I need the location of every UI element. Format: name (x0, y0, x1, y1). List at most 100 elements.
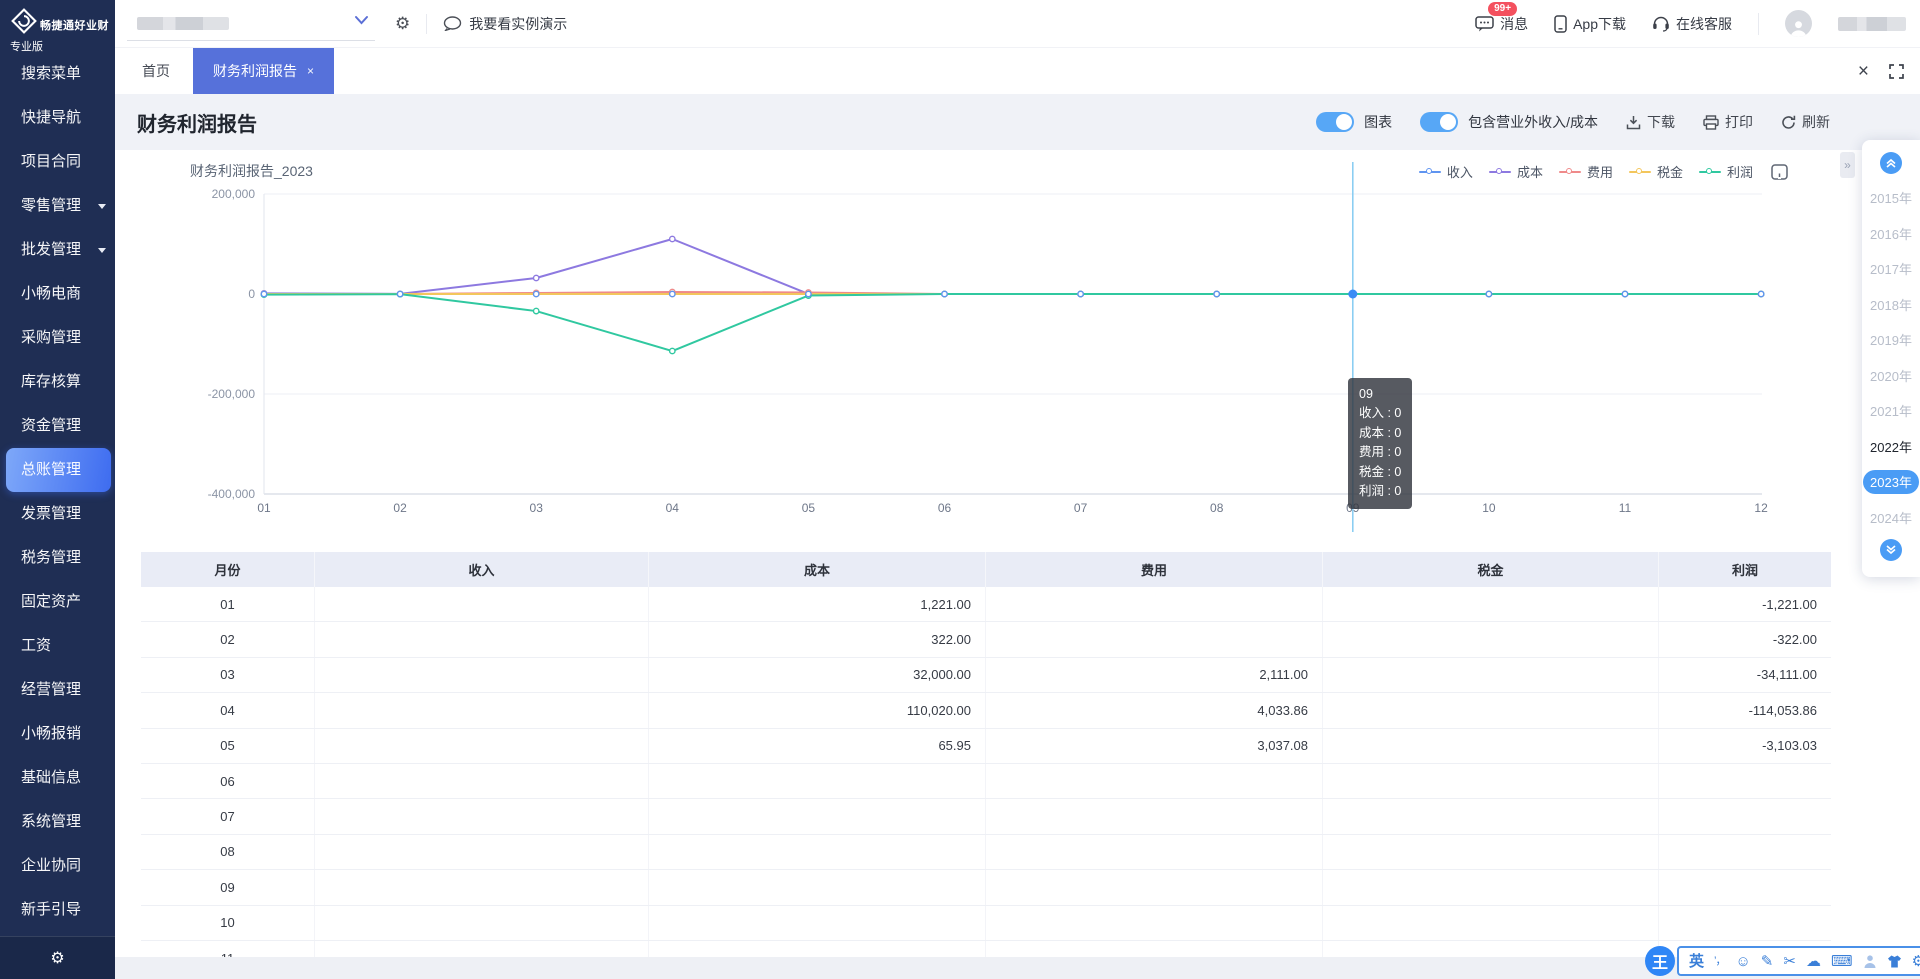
sidebar-item-label: 搜索菜单 (21, 65, 82, 82)
tab-profit-report[interactable]: 财务利润报告 × (193, 48, 335, 94)
legend-item[interactable]: 成本 (1488, 162, 1543, 181)
legend-item[interactable]: 利润 (1698, 162, 1753, 181)
table-cell: 01 (141, 587, 315, 622)
table-column-header[interactable]: 成本 (649, 552, 986, 587)
tab-home[interactable]: 首页 (119, 48, 193, 94)
sidebar-item[interactable]: 新手引导 (0, 888, 115, 932)
sidebar-item[interactable]: 基础信息 (0, 756, 115, 800)
grid-lines (263, 193, 1762, 495)
year-item[interactable]: 2019年 (1870, 333, 1912, 349)
cloud-icon[interactable]: ☁ (1805, 952, 1821, 970)
year-item[interactable]: 2021年 (1870, 404, 1912, 420)
print-button[interactable]: 打印 (1703, 112, 1753, 132)
year-item[interactable]: 2018年 (1870, 297, 1912, 313)
refresh-label: 刷新 (1802, 114, 1830, 130)
sidebar-item[interactable]: 批发管理 (0, 228, 115, 272)
user-icon[interactable] (1863, 954, 1877, 968)
sidebar-item[interactable]: 项目合同 (0, 140, 115, 184)
emoji-icon[interactable]: ☺ (1735, 952, 1751, 970)
table-column-header[interactable]: 收入 (315, 552, 649, 587)
refresh-button[interactable]: 刷新 (1781, 112, 1830, 132)
download-button[interactable]: 下载 (1626, 112, 1675, 132)
sidebar-item[interactable]: 经营管理 (0, 668, 115, 712)
table-cell: 10 (141, 905, 315, 940)
caret-down-icon (98, 248, 106, 253)
table-cell: 2,111.00 (986, 657, 1323, 693)
table-cell: -1,221.00 (1762, 596, 1817, 612)
table-column-header[interactable]: 费用 (986, 552, 1323, 587)
sidebar-item[interactable]: 企业协同 (0, 844, 115, 888)
sidebar-item[interactable]: 快捷导航 (0, 96, 115, 140)
chart-toggle[interactable] (1316, 112, 1355, 132)
include-nonoperating-toggle[interactable] (1420, 112, 1459, 132)
sidebar-item[interactable]: 搜索菜单 (0, 52, 115, 96)
table-column-header[interactable]: 月份 (141, 552, 315, 587)
table-cell (1323, 870, 1659, 905)
table-cell: 11 (141, 940, 315, 957)
legend-marker-icon (1698, 167, 1721, 176)
punctuation-indicator[interactable]: ’， (1714, 954, 1726, 967)
app-download-button[interactable]: App下载 (1554, 14, 1626, 34)
settings-icon[interactable]: ⚙ (1912, 954, 1920, 969)
year-item[interactable]: 2016年 (1870, 226, 1912, 242)
sidebar-item[interactable]: 库存核算 (0, 360, 115, 404)
sidebar-item[interactable]: 发票管理 (0, 492, 115, 536)
sidebar-item[interactable]: 小畅报销 (0, 712, 115, 756)
table-row: 11 (141, 940, 1831, 957)
tab-close-icon[interactable]: × (307, 64, 315, 78)
company-selector[interactable] (127, 6, 375, 41)
sidebar-item[interactable]: 资金管理 (0, 404, 115, 448)
save-as-image-icon[interactable] (1771, 163, 1788, 180)
legend-item[interactable]: 收入 (1418, 162, 1473, 181)
avatar[interactable] (1785, 10, 1812, 37)
support-button[interactable]: 在线客服 (1652, 14, 1732, 34)
table-row: 02 322.00 -322.00 (141, 622, 1831, 658)
year-item[interactable]: 2024年 (1870, 510, 1912, 526)
table-column-header[interactable]: 税金 (1323, 552, 1659, 587)
sidebar-item[interactable]: 采购管理 (0, 316, 115, 360)
sidebar-item[interactable]: 系统管理 (0, 800, 115, 844)
sidebar-item[interactable]: 零售管理 (0, 184, 115, 228)
sidebar-item[interactable]: 总账管理 (6, 448, 111, 492)
legend-item[interactable]: 税金 (1628, 162, 1683, 181)
year-item[interactable]: 2017年 (1870, 262, 1912, 278)
legend-item[interactable]: 费用 (1558, 162, 1613, 181)
close-all-tabs-icon[interactable]: × (1857, 60, 1869, 82)
app-download-label: App下载 (1573, 15, 1626, 32)
sidebar-item[interactable]: 小畅电商 (0, 272, 115, 316)
table-row: 10 (141, 905, 1831, 941)
scroll-years-up-button[interactable] (1880, 152, 1902, 174)
sidebar-gear-icon[interactable]: ⚙ (50, 950, 65, 967)
scroll-years-down-button[interactable] (1880, 539, 1902, 561)
fullscreen-icon[interactable] (1889, 63, 1904, 79)
demo-link[interactable]: 我要看实例演示 (443, 14, 567, 34)
divider (426, 13, 428, 34)
table-cell (986, 940, 1323, 957)
keyboard-icon[interactable]: ⌨ (1830, 952, 1853, 970)
scissors-icon[interactable]: ✂ (1783, 952, 1796, 970)
settings-gear-icon[interactable]: ⚙ (395, 13, 411, 33)
download-label: 下载 (1647, 114, 1675, 130)
svg-text:08: 08 (1210, 501, 1224, 515)
sidebar-item[interactable]: 固定资产 (0, 580, 115, 624)
year-item[interactable]: 2023年 (1863, 469, 1919, 494)
sidebar-item-label: 总账管理 (21, 461, 82, 478)
year-item[interactable]: 2022年 (1870, 439, 1912, 455)
skin-icon[interactable] (1887, 955, 1902, 968)
sidebar-item[interactable]: 税务管理 (0, 536, 115, 580)
table-cell (986, 870, 1323, 905)
table-column-header[interactable]: 利润 (1731, 563, 1758, 578)
year-panel-collapse-handle[interactable]: » (1840, 152, 1855, 178)
language-indicator[interactable]: 英 (1689, 952, 1705, 970)
year-item[interactable]: 2015年 (1870, 191, 1912, 207)
tab-actions: × (1858, 48, 1920, 94)
handwriting-icon[interactable]: ✎ (1760, 952, 1774, 970)
ime-logo[interactable]: 王 (1645, 946, 1675, 976)
print-label: 打印 (1725, 114, 1753, 130)
sidebar-item[interactable]: 工资 (0, 624, 115, 668)
year-item[interactable]: 2020年 (1870, 368, 1912, 384)
caret-down-icon (98, 204, 106, 209)
messages-button[interactable]: 99+ 消息 (1475, 1, 1528, 34)
legend-marker-icon (1488, 167, 1511, 176)
